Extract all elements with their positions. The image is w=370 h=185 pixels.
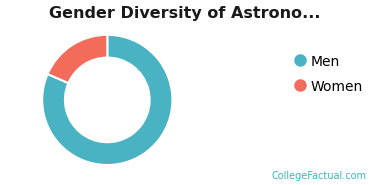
Text: Gender Diversity of Astrono...: Gender Diversity of Astrono... bbox=[49, 6, 321, 21]
Wedge shape bbox=[47, 35, 107, 83]
Text: 81.5%: 81.5% bbox=[93, 129, 132, 139]
Text: CollegeFactual.com: CollegeFactual.com bbox=[271, 171, 366, 181]
Wedge shape bbox=[42, 35, 172, 165]
Legend: Men, Women: Men, Women bbox=[297, 54, 363, 94]
